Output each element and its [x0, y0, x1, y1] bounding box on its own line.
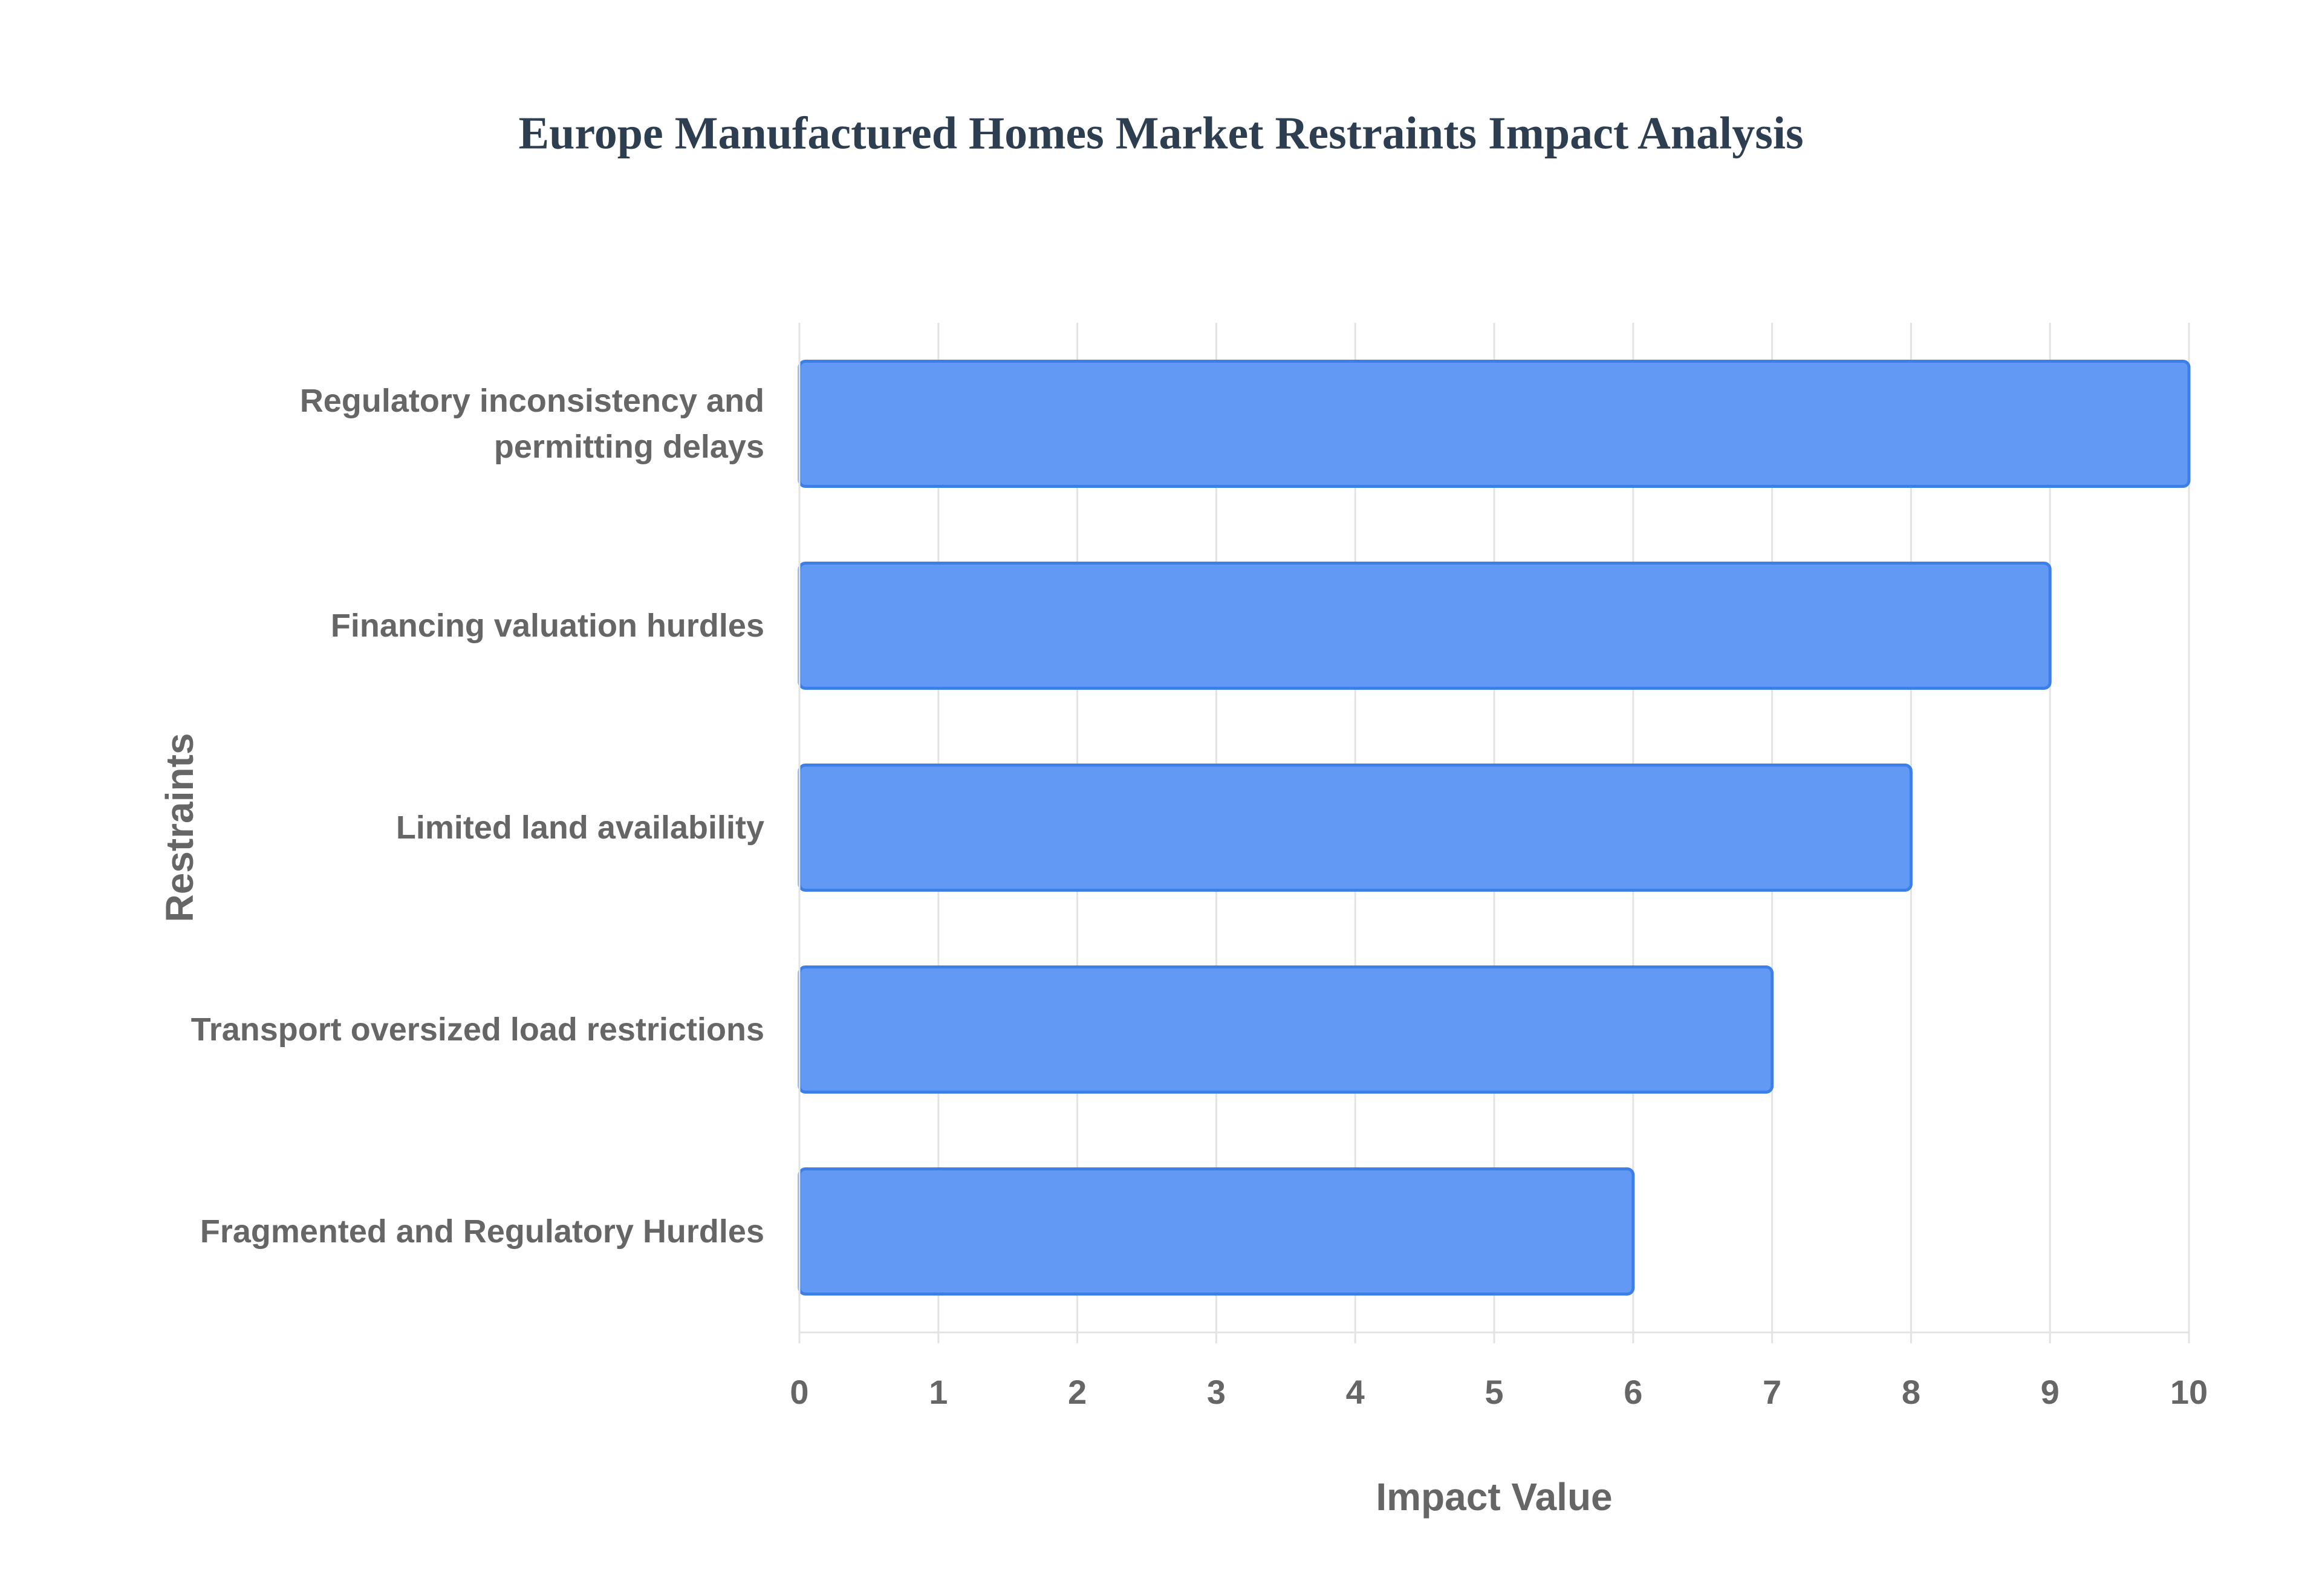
y-tick-label: Fragmented and Regulatory Hurdles	[200, 1213, 764, 1250]
chart-title: Europe Manufactured Homes Market Restrai…	[518, 108, 1803, 158]
x-tick-label: 8	[1902, 1373, 1920, 1411]
y-tick-label: Regulatory inconsistency and permitting …	[299, 383, 764, 465]
bar	[798, 965, 1774, 1094]
x-tick-label: 3	[1207, 1373, 1226, 1411]
x-tick-label: 7	[1763, 1373, 1781, 1411]
x-tick-label: 9	[2041, 1373, 2060, 1411]
y-tick-label: Financing valuation hurdles	[330, 608, 764, 644]
y-tick-label: Limited land availability	[395, 809, 764, 846]
bar	[798, 1167, 1635, 1296]
bar	[798, 763, 1913, 892]
x-tick-label: 5	[1485, 1373, 1503, 1411]
x-axis-title: Impact Value	[1376, 1475, 1612, 1519]
x-tick-label: 4	[1346, 1373, 1365, 1411]
x-tick-label: 0	[790, 1373, 808, 1411]
x-tick-label: 1	[929, 1373, 948, 1411]
bar	[798, 359, 2191, 488]
y-tick-label: Transport oversized load restrictions	[190, 1011, 764, 1048]
x-tick-label: 6	[1624, 1373, 1642, 1411]
y-axis-title: Restraints	[158, 733, 201, 923]
x-tick-label: 10	[2170, 1373, 2208, 1411]
bar	[798, 561, 2052, 690]
x-tick-label: 2	[1068, 1373, 1087, 1411]
